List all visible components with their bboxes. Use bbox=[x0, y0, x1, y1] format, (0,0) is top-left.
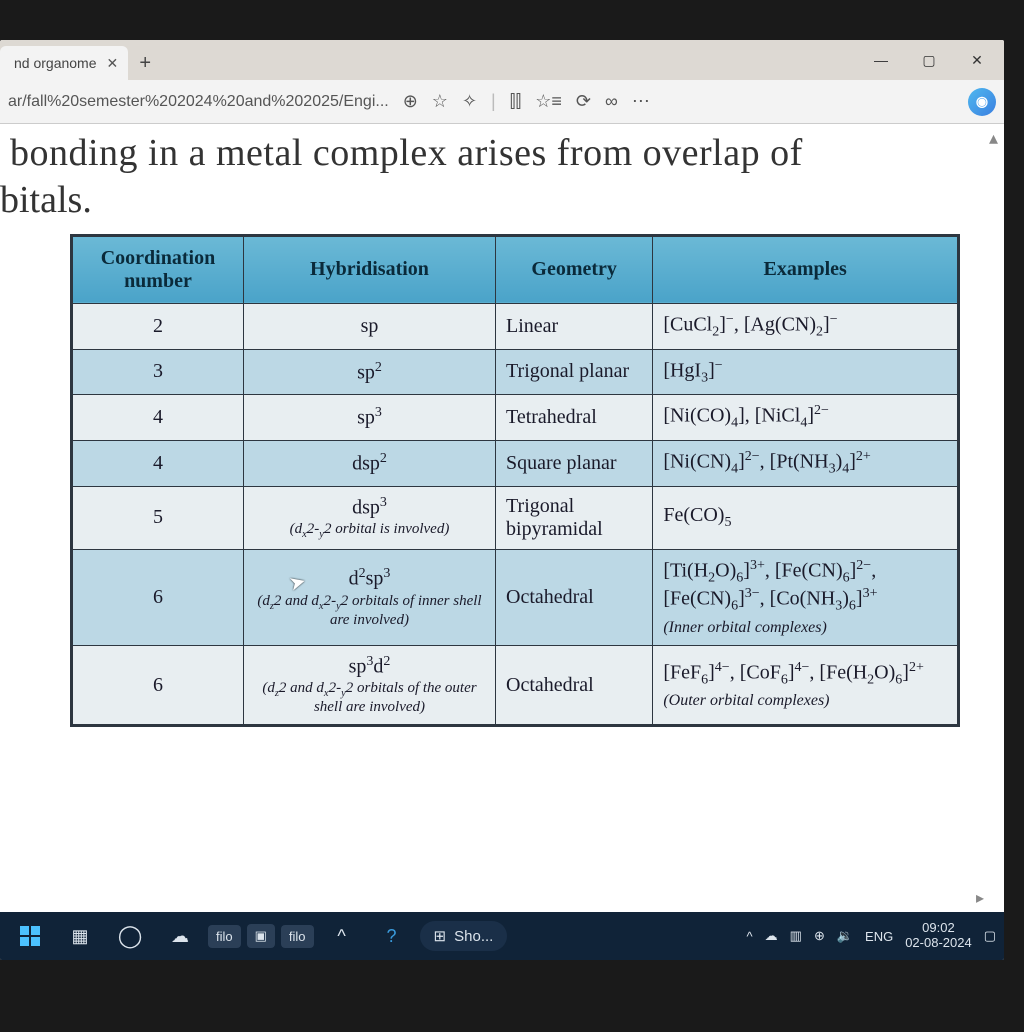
cell-ex: Fe(CO)5 bbox=[653, 486, 958, 549]
chevron-up-icon[interactable]: ^ bbox=[320, 916, 364, 956]
col-coord: Coordination number bbox=[73, 236, 244, 303]
sound-icon[interactable]: 🔉 bbox=[837, 928, 853, 944]
taskbar-app-2[interactable]: ☁ bbox=[158, 916, 202, 956]
tab-title: nd organome bbox=[14, 55, 97, 71]
zoom-icon[interactable]: ⊕ bbox=[403, 91, 418, 112]
collections-icon[interactable]: ☆≡ bbox=[535, 91, 562, 112]
cell-geom: Square planar bbox=[496, 440, 653, 486]
cortana-icon[interactable]: ◯ bbox=[108, 916, 152, 956]
taskbar-app-5[interactable]: filo bbox=[281, 925, 314, 948]
table-row: 4sp3Tetrahedral[Ni(CO)4], [NiCl4]2− bbox=[73, 395, 958, 441]
cell-hyb: sp3 bbox=[243, 395, 495, 441]
url-text[interactable]: ar/fall%20semester%202024%20and%202025/E… bbox=[8, 93, 389, 111]
table-row: 3sp2Trigonal planar[HgI3]− bbox=[73, 349, 958, 395]
table-row: 4dsp2Square planar[Ni(CN)4]2−, [Pt(NH3)4… bbox=[73, 440, 958, 486]
cell-cn: 2 bbox=[73, 303, 244, 349]
address-bar-icons: ⊕ ☆ ✧ | ⫿⫿ ☆≡ ⟳ ∞ ⋯ bbox=[403, 91, 650, 112]
cell-geom: Octahedral bbox=[496, 549, 653, 645]
taskbar-app-4[interactable]: ▣ bbox=[247, 924, 275, 948]
table-row: 2spLinear[CuCl2]−, [Ag(CN)2]− bbox=[73, 303, 958, 349]
col-hyb: Hybridisation bbox=[243, 236, 495, 303]
cell-ex: [FeF6]4−, [CoF6]4−, [Fe(H2O)6]2+(Outer o… bbox=[653, 645, 958, 725]
close-tab-icon[interactable]: ✕ bbox=[107, 55, 119, 72]
cell-ex: [HgI3]− bbox=[653, 349, 958, 395]
cell-geom: Trigonal planar bbox=[496, 349, 653, 395]
new-tab-button[interactable]: + bbox=[128, 46, 162, 80]
notifications-icon[interactable]: ▢ bbox=[984, 928, 996, 944]
close-window-button[interactable]: ✕ bbox=[954, 40, 1000, 80]
sync-icon[interactable]: ⟳ bbox=[576, 91, 591, 112]
taskbar: ▦ ◯ ☁ filo ▣ filo ^ ? ⊞ Sho... ^ ☁ ▥ ⊕ 🔉… bbox=[0, 912, 1004, 960]
search-pill[interactable]: ⊞ Sho... bbox=[420, 921, 508, 951]
cell-ex: [CuCl2]−, [Ag(CN)2]− bbox=[653, 303, 958, 349]
screen: nd organome ✕ + — ▢ ✕ ar/fall%20semester… bbox=[0, 40, 1004, 960]
extension-icon[interactable]: ✧ bbox=[462, 91, 477, 112]
cell-cn: 6 bbox=[73, 645, 244, 725]
language-indicator[interactable]: ENG bbox=[865, 929, 893, 944]
network-icon[interactable]: ⊕ bbox=[814, 928, 825, 944]
cell-ex: [Ni(CN)4]2−, [Pt(NH3)4]2+ bbox=[653, 440, 958, 486]
cell-ex: [Ti(H2O)6]3+, [Fe(CN)6]2−, [Fe(CN)6]3−, … bbox=[653, 549, 958, 645]
minimize-button[interactable]: — bbox=[858, 40, 904, 80]
copilot-icon[interactable]: ◉ bbox=[968, 88, 996, 116]
scroll-up-icon[interactable]: ▴ bbox=[989, 128, 998, 149]
more-icon[interactable]: ⋯ bbox=[632, 91, 650, 112]
start-button[interactable] bbox=[8, 916, 52, 956]
browser-tab[interactable]: nd organome ✕ bbox=[0, 46, 128, 80]
page-content: ▴ bonding in a metal complex arises from… bbox=[0, 124, 1004, 912]
favorite-icon[interactable]: ☆ bbox=[432, 91, 448, 112]
cell-geom: Tetrahedral bbox=[496, 395, 653, 441]
cell-cn: 6 bbox=[73, 549, 244, 645]
cell-geom: Trigonal bipyramidal bbox=[496, 486, 653, 549]
clock[interactable]: 09:02 02-08-2024 bbox=[905, 921, 972, 951]
cell-cn: 4 bbox=[73, 395, 244, 441]
taskbar-app-3[interactable]: filo bbox=[208, 925, 241, 948]
cell-cn: 3 bbox=[73, 349, 244, 395]
tab-strip: nd organome ✕ + — ▢ ✕ bbox=[0, 40, 1004, 80]
split-icon[interactable]: ⫿⫿ bbox=[510, 91, 522, 112]
system-tray: ^ ☁ ▥ ⊕ 🔉 ENG 09:02 02-08-2024 ▢ bbox=[747, 921, 996, 951]
address-bar: ar/fall%20semester%202024%20and%202025/E… bbox=[0, 80, 1004, 124]
tray-chevron-icon[interactable]: ^ bbox=[747, 929, 753, 944]
cell-hyb: sp bbox=[243, 303, 495, 349]
search-label: Sho... bbox=[454, 928, 493, 945]
clock-date: 02-08-2024 bbox=[905, 936, 972, 951]
col-ex: Examples bbox=[653, 236, 958, 303]
cell-cn: 4 bbox=[73, 440, 244, 486]
hybridisation-table-wrap: Coordination number Hybridisation Geomet… bbox=[70, 234, 960, 728]
maximize-button[interactable]: ▢ bbox=[906, 40, 952, 80]
cloud-icon[interactable]: ☁ bbox=[765, 928, 778, 944]
help-icon[interactable]: ? bbox=[370, 916, 414, 956]
cell-geom: Octahedral bbox=[496, 645, 653, 725]
battery-icon[interactable]: ▥ bbox=[790, 928, 802, 944]
cell-hyb: dsp3(dx2-y2 orbital is involved) bbox=[243, 486, 495, 549]
cell-hyb: sp2 bbox=[243, 349, 495, 395]
cell-hyb: dsp2 bbox=[243, 440, 495, 486]
table-header-row: Coordination number Hybridisation Geomet… bbox=[73, 236, 958, 303]
cell-hyb: sp3d2(dz2 and dx2-y2 orbitals of the out… bbox=[243, 645, 495, 725]
clock-time: 09:02 bbox=[905, 921, 972, 936]
hybridisation-table: Coordination number Hybridisation Geomet… bbox=[72, 236, 958, 726]
table-body: 2spLinear[CuCl2]−, [Ag(CN)2]−3sp2Trigona… bbox=[73, 303, 958, 725]
windows-flag-icon: ⊞ bbox=[434, 927, 447, 945]
col-geom: Geometry bbox=[496, 236, 653, 303]
taskbar-app-1[interactable]: ▦ bbox=[58, 916, 102, 956]
cell-hyb: d2sp3(dz2 and dx2-y2 orbitals of inner s… bbox=[243, 549, 495, 645]
headline-top: bonding in a metal complex arises from o… bbox=[0, 134, 990, 174]
performance-icon[interactable]: ∞ bbox=[605, 91, 618, 112]
headline-sub: bitals. bbox=[0, 178, 990, 222]
laptop-frame: nd organome ✕ + — ▢ ✕ ar/fall%20semester… bbox=[0, 0, 1024, 1032]
cell-ex: [Ni(CO)4], [NiCl4]2− bbox=[653, 395, 958, 441]
table-row: 6d2sp3(dz2 and dx2-y2 orbitals of inner … bbox=[73, 549, 958, 645]
table-row: 6sp3d2(dz2 and dx2-y2 orbitals of the ou… bbox=[73, 645, 958, 725]
cell-geom: Linear bbox=[496, 303, 653, 349]
table-row: 5dsp3(dx2-y2 orbital is involved)Trigona… bbox=[73, 486, 958, 549]
window-controls: — ▢ ✕ bbox=[858, 40, 1004, 80]
scroll-right-icon[interactable]: ▸ bbox=[976, 888, 984, 908]
cell-cn: 5 bbox=[73, 486, 244, 549]
